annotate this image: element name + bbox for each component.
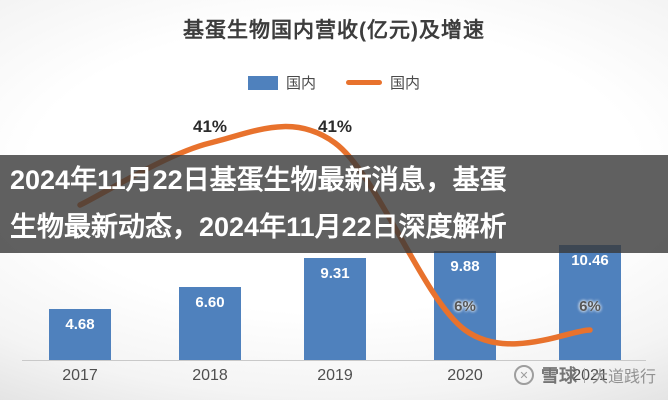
banner-text-line-2: 生物最新动态，2024年11月22日深度解析 bbox=[10, 212, 507, 242]
growth-rate-label: 6% bbox=[579, 298, 601, 315]
revenue-bar: 6.60 bbox=[179, 287, 241, 360]
x-axis-label: 2017 bbox=[62, 367, 98, 384]
watermark-handle: 大道践行 bbox=[591, 369, 656, 386]
x-axis-line bbox=[22, 360, 646, 361]
bar-value-label: 9.88 bbox=[450, 258, 480, 276]
watermark-divider bbox=[583, 367, 585, 383]
banner-text-line-1: 2024年11月22日基蛋生物最新消息，基蛋 bbox=[10, 165, 507, 195]
x-axis-label: 2019 bbox=[317, 367, 353, 384]
news-overlay-banner: 2024年11月22日基蛋生物最新消息，基蛋 生物最新动态，2024年11月22… bbox=[0, 155, 668, 253]
growth-rate-label: 6% bbox=[454, 298, 476, 315]
bar-value-label: 10.46 bbox=[571, 251, 609, 269]
legend-item-bar: 国内 bbox=[247, 72, 316, 93]
legend-item-line: 国内 bbox=[346, 72, 420, 93]
bar-value-label: 6.60 bbox=[195, 294, 225, 312]
bar-value-label: 9.31 bbox=[320, 264, 350, 282]
revenue-bar: 4.68 bbox=[49, 308, 111, 360]
x-axis-label: 2018 bbox=[192, 367, 228, 384]
bar-value-label: 4.68 bbox=[65, 315, 95, 333]
bar-series-swatch-icon bbox=[247, 75, 278, 90]
legend-bar-label: 国内 bbox=[285, 75, 316, 92]
chart-title: 基蛋生物国内营收(亿元)及增速 bbox=[183, 19, 485, 42]
circle-x-icon: ✕ bbox=[513, 365, 534, 385]
growth-rate-label: 41% bbox=[192, 117, 228, 136]
x-axis-label: 2020 bbox=[447, 367, 483, 384]
growth-rate-label: 41% bbox=[317, 117, 353, 136]
xueqiu-watermark: ✕ 雪球 大道践行 bbox=[513, 362, 656, 388]
watermark-brand: 雪球 bbox=[540, 366, 577, 386]
revenue-bar: 9.31 bbox=[304, 257, 366, 360]
chart-legend: 国内 国内 bbox=[0, 72, 668, 93]
legend-line-label: 国内 bbox=[390, 75, 421, 92]
line-series-swatch-icon bbox=[346, 80, 382, 85]
x-axis-label: 2021 bbox=[572, 367, 608, 384]
